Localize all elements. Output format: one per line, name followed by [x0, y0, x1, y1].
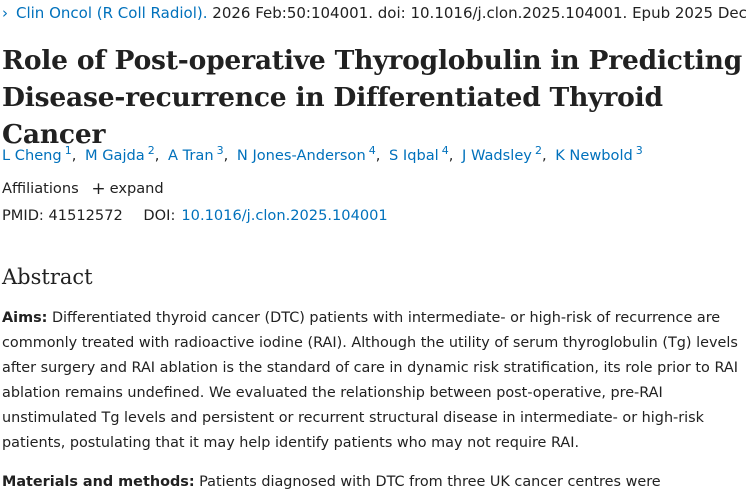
- author-link[interactable]: L Cheng: [2, 147, 62, 164]
- author-link[interactable]: K Newbold: [555, 147, 633, 164]
- affiliation-ref[interactable]: 4: [441, 144, 449, 157]
- abstract-heading: Abstract: [2, 265, 93, 289]
- abstract-aims-paragraph: Aims: Differentiated thyroid cancer (DTC…: [2, 306, 748, 456]
- author-link[interactable]: J Wadsley: [462, 147, 532, 164]
- author-link[interactable]: S Iqbal: [389, 147, 439, 164]
- affiliations-row: Affiliations + expand: [2, 177, 164, 200]
- author-link[interactable]: A Tran: [168, 147, 214, 164]
- author-list: L Cheng 1, M Gajda 2, A Tran 3, N Jones-And…: [2, 144, 643, 164]
- author-link[interactable]: N Jones-Anderson: [236, 147, 366, 164]
- doi-label: DOI:: [143, 207, 176, 224]
- author-item: L Cheng 1: [2, 144, 72, 164]
- affiliations-label: Affiliations: [2, 180, 79, 197]
- journal-name: Clin Oncol (R Coll Radiol).: [16, 4, 208, 22]
- author-item: M Gajda 2: [84, 144, 155, 164]
- chevron-right-icon: ›: [2, 4, 8, 22]
- plus-icon: +: [91, 179, 106, 199]
- citation-line: › Clin Oncol (R Coll Radiol). 2026 Feb:50…: [2, 2, 750, 24]
- affiliation-ref[interactable]: 1: [64, 144, 72, 157]
- pmid-label: PMID:: [2, 207, 44, 224]
- author-link[interactable]: M Gajda: [84, 147, 145, 164]
- aims-label: Aims:: [2, 310, 48, 326]
- affiliation-ref[interactable]: 3: [216, 144, 224, 157]
- affiliation-ref[interactable]: 2: [147, 144, 155, 157]
- doi-link[interactable]: 10.1016/j.clon.2025.104001: [181, 207, 388, 224]
- author-item: J Wadsley 2: [462, 144, 542, 164]
- affiliation-ref[interactable]: 2: [534, 144, 542, 157]
- expand-affiliations-button[interactable]: + expand: [91, 179, 164, 199]
- author-item: K Newbold 3: [555, 144, 643, 164]
- author-item: N Jones-Anderson 4: [236, 144, 376, 164]
- article-title: Role of Post-operative Thyroglobulin in …: [2, 45, 743, 150]
- abstract-methods-paragraph: Materials and methods: Patients diagnose…: [2, 470, 748, 495]
- citation-details: 2026 Feb:50:104001. doi: 10.1016/j.clon.…: [212, 4, 750, 22]
- author-item: S Iqbal 4: [389, 144, 449, 164]
- affiliation-ref[interactable]: 3: [635, 144, 643, 157]
- author-item: A Tran 3: [168, 144, 224, 164]
- pmid-value: 41512572: [48, 207, 123, 224]
- aims-text: Differentiated thyroid cancer (DTC) pati…: [2, 310, 738, 451]
- identifiers-row: PMID: 41512572 DOI: 10.1016/j.clon.2025.1…: [2, 205, 388, 227]
- affiliation-ref[interactable]: 4: [368, 144, 376, 157]
- expand-label: expand: [109, 180, 164, 197]
- journal-link[interactable]: › Clin Oncol (R Coll Radiol).: [2, 4, 212, 22]
- methods-label: Materials and methods:: [2, 474, 195, 490]
- methods-text: Patients diagnosed with DTC from three U…: [194, 474, 661, 490]
